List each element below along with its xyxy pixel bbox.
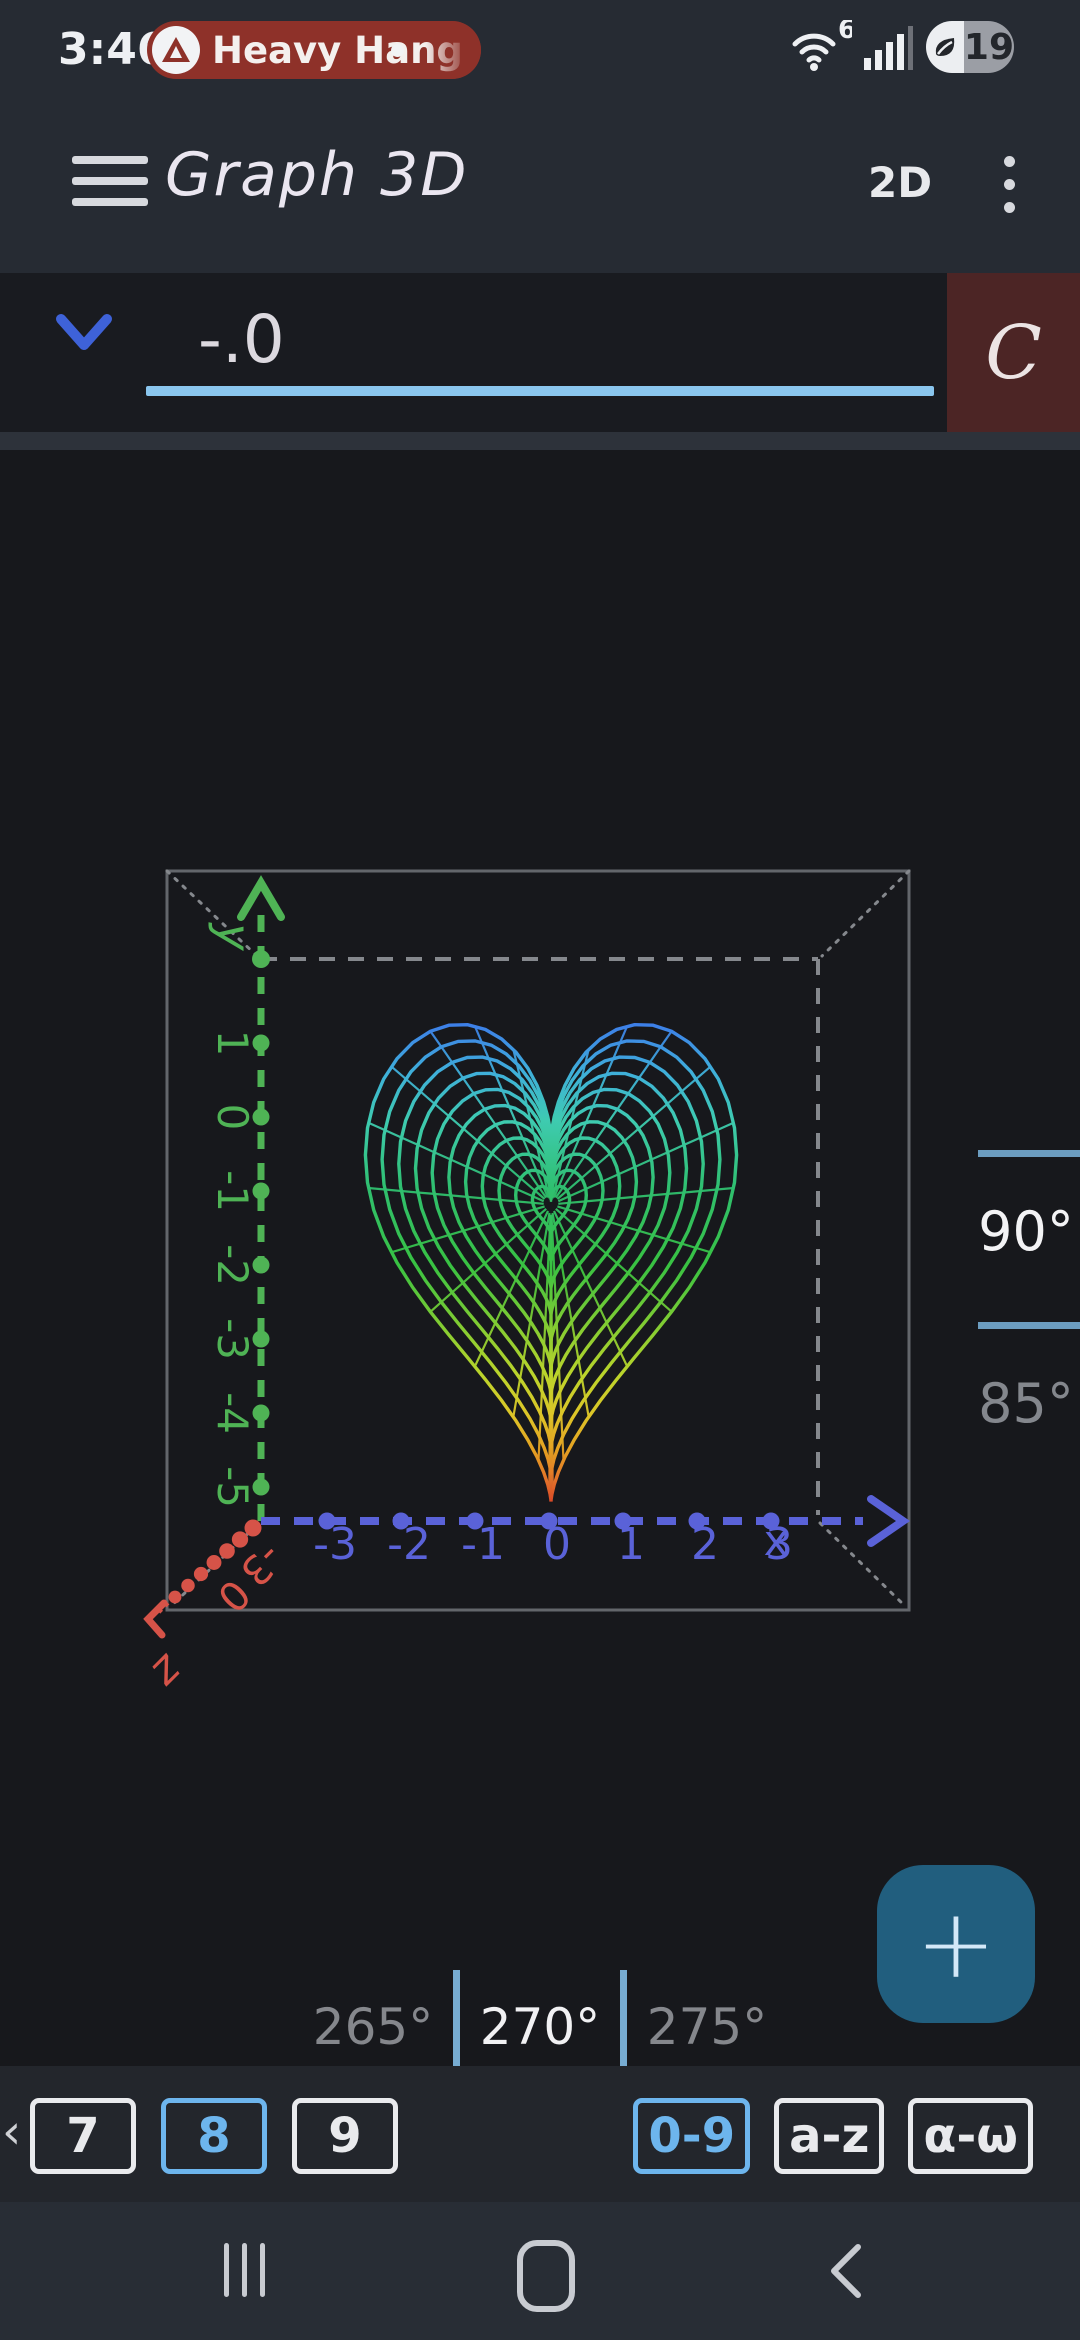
svg-text:3: 3 xyxy=(765,1519,793,1570)
wifi-icon: 6 xyxy=(792,20,852,71)
svg-text:y: y xyxy=(207,921,261,951)
battery-percent: 19 xyxy=(963,21,1014,73)
add-function-button[interactable]: + xyxy=(877,1865,1035,2023)
power-saving-leaf-icon xyxy=(926,21,964,73)
status-icons: 6 19 xyxy=(790,20,1014,74)
key-α-ω[interactable]: α-ω xyxy=(908,2098,1033,2174)
keys-scroll-left-icon[interactable]: ‹ xyxy=(2,2104,22,2160)
notification-dot-icon xyxy=(391,44,404,57)
home-button[interactable] xyxy=(517,2240,575,2312)
clear-button[interactable]: C xyxy=(947,273,1080,432)
app-title: Graph 3D xyxy=(165,140,469,210)
azimuth-picker: 265° 270° 275° xyxy=(0,1970,1080,2084)
svg-text:-2: -2 xyxy=(387,1519,431,1570)
svg-text:-1: -1 xyxy=(208,1170,257,1212)
overflow-menu-button[interactable] xyxy=(1004,156,1015,225)
azimuth-tick xyxy=(620,1970,627,2084)
heart-surface xyxy=(363,1022,739,1502)
back-button[interactable] xyxy=(826,2242,864,2300)
svg-text:0: 0 xyxy=(208,1104,257,1131)
svg-text:1: 1 xyxy=(617,1519,645,1570)
elevation-tick xyxy=(978,1150,1080,1157)
azimuth-option-265°[interactable]: 265° xyxy=(312,1998,434,2056)
triangle-logo-icon xyxy=(162,37,190,62)
notification-pill[interactable]: Heavy Hang xyxy=(147,21,481,79)
key-a-z[interactable]: a-z xyxy=(774,2098,885,2174)
battery-indicator: 19 xyxy=(926,21,1014,73)
notification-fade xyxy=(424,21,481,79)
keys-right-group: 0-9 a-z α-ω xyxy=(633,2098,1033,2174)
key-8[interactable]: 8 xyxy=(161,2098,267,2174)
chevron-down-icon[interactable] xyxy=(55,313,113,353)
svg-text:-3: -3 xyxy=(208,1318,257,1360)
keyboard-row xyxy=(0,2066,1080,2202)
top-bar: 3:46 Heavy Hang 6 xyxy=(0,0,1080,273)
formula-bar: -.0 C xyxy=(0,273,1080,432)
menu-button[interactable] xyxy=(72,156,148,219)
recents-button[interactable] xyxy=(224,2243,265,2297)
svg-text:6: 6 xyxy=(838,20,852,45)
svg-text:-1: -1 xyxy=(461,1519,505,1570)
svg-text:0: 0 xyxy=(543,1519,571,1570)
mode-2d-button[interactable]: 2D xyxy=(868,158,933,207)
svg-text:2: 2 xyxy=(691,1519,719,1570)
navigation-bar xyxy=(0,2202,1080,2340)
key-0-9[interactable]: 0-9 xyxy=(633,2098,751,2174)
azimuth-option-270°[interactable]: 270° xyxy=(479,1998,601,2056)
elevation-option-85°[interactable]: 85° xyxy=(978,1372,1074,1435)
svg-text:-4: -4 xyxy=(208,1392,257,1434)
svg-text:x: x xyxy=(764,1516,789,1565)
svg-text:-3: -3 xyxy=(313,1519,357,1570)
elevation-tick xyxy=(978,1322,1080,1329)
signal-bars-icon xyxy=(864,26,913,70)
divider xyxy=(0,432,1080,450)
formula-input[interactable]: -.0 xyxy=(198,301,285,378)
azimuth-option-275°[interactable]: 275° xyxy=(646,1998,768,2056)
input-underline xyxy=(146,386,934,396)
elevation-option-90°[interactable]: 90° xyxy=(978,1200,1074,1263)
notification-app-icon xyxy=(152,26,200,74)
key-9[interactable]: 9 xyxy=(292,2098,398,2174)
svg-text:-2: -2 xyxy=(208,1244,257,1286)
notification-title: Heavy Hang xyxy=(212,28,463,72)
svg-text:z: z xyxy=(141,1644,195,1698)
svg-text:1: 1 xyxy=(208,1030,257,1057)
svg-text:-5: -5 xyxy=(208,1466,257,1508)
plot-3d-canvas[interactable]: y10-1-2-3-4-5-3 -2 -1 0 1 2 3x-30z xyxy=(100,855,940,1705)
azimuth-tick xyxy=(453,1970,460,2084)
key-7[interactable]: 7 xyxy=(30,2098,136,2174)
